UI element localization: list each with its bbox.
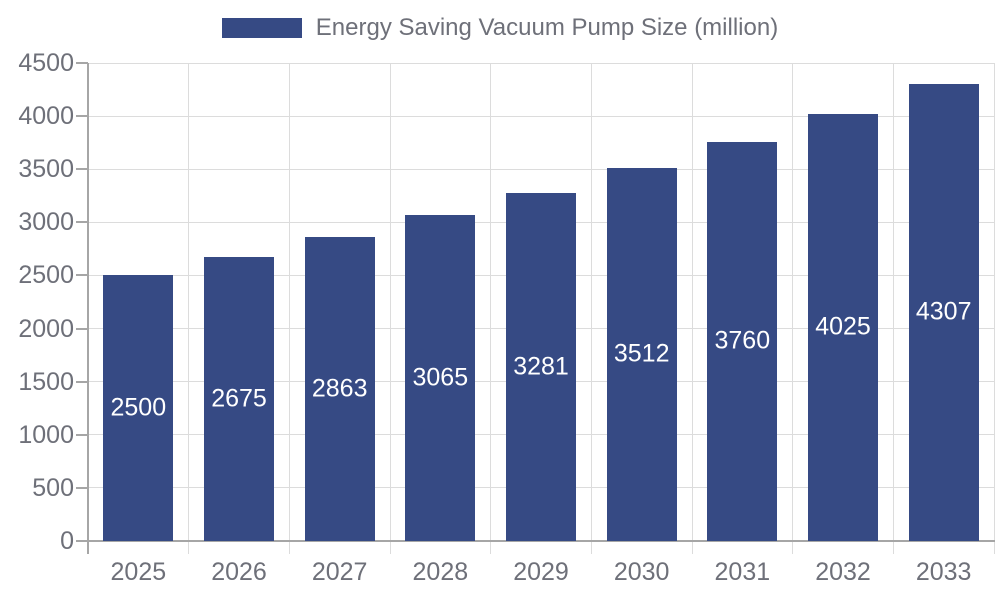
bar-2025[interactable]: 2500	[103, 275, 174, 541]
legend-label: Energy Saving Vacuum Pump Size (million)	[315, 14, 779, 41]
y-axis-label: 3000	[18, 208, 74, 237]
bar-value-label: 2863	[311, 374, 368, 403]
bar-2028[interactable]: 3065	[405, 215, 476, 541]
bar-value-label: 4025	[815, 312, 871, 341]
legend-swatch	[221, 18, 302, 38]
y-axis-label: 4000	[18, 102, 74, 131]
grid-line-vertical	[691, 63, 693, 554]
y-axis-label: 1000	[18, 420, 74, 449]
x-axis-label: 2028	[412, 558, 469, 586]
bar-value-label: 2500	[110, 393, 167, 422]
bar-2029[interactable]: 3281	[506, 192, 576, 541]
grid-line-horizontal	[88, 168, 994, 170]
x-axis-label: 2027	[311, 558, 368, 586]
bar-2033[interactable]: 4307	[908, 83, 979, 541]
x-axis-label: 2033	[915, 558, 972, 586]
y-axis-tick	[76, 221, 88, 224]
x-axis-label: 2032	[815, 558, 871, 586]
bar-2030[interactable]: 3512	[606, 167, 677, 541]
bar-2031[interactable]: 3760	[707, 141, 778, 541]
bar-value-label: 4307	[915, 297, 972, 326]
grid-line-vertical	[389, 63, 391, 554]
y-axis-label: 2000	[18, 314, 74, 343]
y-axis-tick	[76, 486, 88, 489]
y-axis-tick	[76, 168, 88, 171]
grid-line-vertical	[188, 63, 190, 554]
grid-line-horizontal	[88, 115, 994, 117]
y-axis-tick	[76, 540, 88, 542]
y-axis-line	[87, 63, 89, 554]
y-axis-tick	[76, 327, 88, 330]
x-axis-line	[87, 540, 995, 542]
grid-line-vertical	[288, 63, 290, 554]
grid-line-vertical	[590, 63, 592, 554]
y-axis-tick	[76, 433, 88, 436]
y-axis-tick	[76, 62, 88, 64]
x-axis-label: 2026	[211, 558, 267, 586]
bar-2026[interactable]: 2675	[204, 256, 274, 541]
y-axis-label: 4500	[18, 49, 74, 77]
bar-2027[interactable]: 2863	[304, 236, 375, 541]
x-axis-label: 2030	[613, 558, 670, 586]
grid-line-vertical	[490, 63, 492, 554]
y-axis-label: 2500	[18, 261, 74, 290]
y-axis-tick	[76, 274, 88, 277]
y-axis-label: 0	[60, 527, 74, 555]
bar-2032[interactable]: 4025	[808, 113, 878, 541]
y-axis-label: 1500	[18, 367, 74, 396]
legend-item[interactable]: Energy Saving Vacuum Pump Size (million)	[0, 14, 1000, 42]
grid-line-vertical	[993, 63, 995, 554]
bar-value-label: 3512	[613, 339, 670, 368]
y-axis-label: 500	[32, 473, 74, 502]
y-axis-tick	[76, 115, 88, 118]
bar-value-label: 2675	[211, 384, 267, 413]
bar-value-label: 3065	[412, 363, 469, 392]
x-axis-label: 2029	[513, 558, 569, 586]
bar-value-label: 3760	[714, 326, 771, 355]
bar-value-label: 3281	[513, 352, 569, 381]
grid-line-vertical	[892, 63, 894, 554]
grid-line-horizontal	[88, 62, 994, 64]
y-axis-tick	[76, 380, 88, 383]
y-axis-label: 3500	[18, 155, 74, 184]
x-axis-label: 2031	[714, 558, 771, 586]
grid-line-vertical	[792, 63, 794, 554]
x-axis-label: 2025	[110, 558, 167, 586]
